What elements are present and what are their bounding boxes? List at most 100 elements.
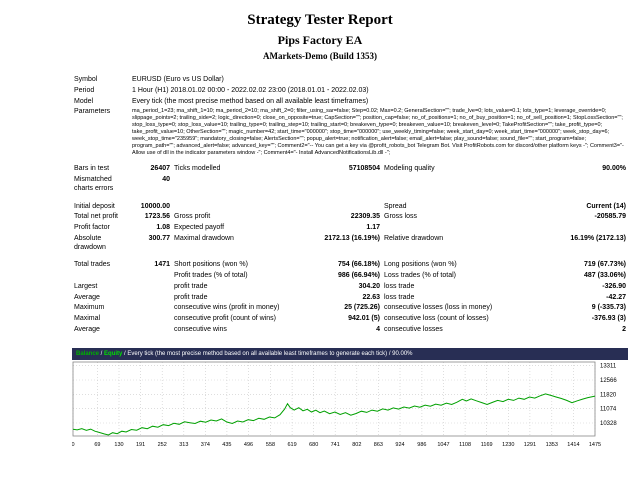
maximal-consecutive-loss-value: -376.93 (3) — [591, 315, 627, 323]
model-label: Model — [74, 97, 94, 105]
legend-description: / Every tick (the most precise method ba… — [122, 350, 413, 357]
mismatched-errors-value: 40 — [162, 176, 170, 184]
report-cell — [382, 223, 542, 234]
average-loss-trade-label: loss trade — [384, 293, 415, 301]
expected-payoff-value: 1.17 — [366, 224, 380, 232]
report-table: Symbol EURUSD (Euro vs US Dollar) Period 1 … — [72, 75, 628, 336]
largest-loss-trade-label: loss trade — [384, 282, 415, 290]
x-axis-label: 1230 — [502, 442, 514, 448]
profit-factor-label: Profit factor — [74, 224, 110, 232]
x-axis-label: 1414 — [567, 442, 579, 448]
report-cell — [322, 202, 382, 213]
relative-drawdown-label: Relative drawdown — [384, 234, 444, 242]
expected-payoff-label: Expected payoff — [174, 224, 225, 232]
report-cell — [172, 202, 322, 213]
profit-trades-label: Profit trades (% of total) — [174, 272, 248, 280]
report-cell — [72, 271, 130, 282]
maximal-label: Maximal — [74, 315, 101, 323]
maximal-drawdown-value: 2172.13 (16.19%) — [324, 234, 380, 242]
legend-separator: / — [99, 350, 105, 357]
largest-profit-trade-label: profit trade — [174, 282, 208, 290]
loss-trades-label: Loss trades (% of total) — [384, 272, 456, 280]
y-axis-label: 12566 — [600, 378, 617, 384]
report-row: Period 1 Hour (H1) 2018.01.02 00:00 - 202… — [72, 86, 628, 97]
short-positions-value: 754 (66.18%) — [337, 261, 380, 269]
maximal-drawdown-label: Maximal drawdown — [174, 234, 234, 242]
x-axis-label: 191 — [136, 442, 145, 448]
profit-factor-value: 1.08 — [156, 224, 170, 232]
maximum-label: Maximum — [74, 304, 105, 312]
modeling-quality-value: 90.00% — [602, 165, 627, 173]
report-header: Strategy Tester Report Pips Factory EA A… — [0, 0, 640, 61]
strategy-tester-report: Strategy Tester Report Pips Factory EA A… — [0, 0, 640, 452]
legend-balance: Balance — [76, 350, 100, 357]
x-axis-label: 0 — [72, 442, 75, 448]
largest-profit-trade-value: 304.20 — [358, 282, 380, 290]
report-row: Profit factor 1.08 Expected payoff 1.17 — [72, 223, 628, 234]
chart-legend: Balance / Equity / Every tick (the most … — [72, 347, 628, 360]
plot-frame — [72, 361, 596, 437]
relative-drawdown-value: 16.19% (2172.13) — [570, 234, 627, 242]
x-axis-label: 1353 — [546, 442, 558, 448]
balance-line — [72, 393, 596, 436]
total-net-profit-label: Total net profit — [74, 213, 118, 221]
x-axis-label: 1047 — [437, 442, 449, 448]
report-row: Total trades 1471 Short positions (won %) 7… — [72, 260, 628, 271]
max-consecutive-wins-label: consecutive wins (profit in money) — [174, 304, 280, 312]
model-value: Every tick (the most precise method base… — [132, 97, 369, 105]
x-axis-label: 496 — [244, 442, 253, 448]
avg-consecutive-wins-value: 4 — [376, 325, 380, 333]
average-profit-trade-value: 22.63 — [362, 293, 380, 301]
report-cell — [130, 282, 172, 293]
report-cell — [130, 303, 172, 314]
ticks-modelled-value: 57108504 — [348, 165, 380, 173]
x-axis-label: 1291 — [524, 442, 536, 448]
report-cell — [130, 314, 172, 325]
avg-consecutive-losses-label: consecutive losses — [384, 325, 443, 333]
largest-loss-trade-value: -326.90 — [602, 282, 627, 290]
maximal-consecutive-loss-label: consecutive loss (count of losses) — [384, 315, 489, 323]
short-positions-label: Short positions (won %) — [174, 261, 248, 269]
profit-trades-value: 986 (66.94%) — [337, 272, 380, 280]
modeling-quality-label: Modeling quality — [384, 165, 435, 173]
average-label: Average — [74, 293, 100, 301]
report-cell — [130, 325, 172, 336]
balance-chart: Balance / Equity / Every tick (the most … — [72, 347, 628, 452]
x-axis-label: 619 — [288, 442, 297, 448]
avg-consecutive-wins-label: consecutive wins — [174, 325, 227, 333]
period-value: 1 Hour (H1) 2018.01.02 00:00 - 2022.02.0… — [132, 86, 369, 94]
max-consecutive-losses-value: 9 (-335.73) — [591, 304, 627, 312]
report-cell — [130, 293, 172, 304]
ea-name: Pips Factory EA — [277, 33, 363, 47]
ticks-modelled-label: Ticks modelled — [174, 165, 221, 173]
gross-profit-value: 22309.35 — [350, 213, 380, 221]
parameters-label: Parameters — [74, 108, 111, 116]
absolute-drawdown-label: Absolute drawdown — [74, 234, 106, 251]
x-axis-label: 924 — [395, 442, 404, 448]
gross-profit-label: Gross profit — [174, 213, 211, 221]
server-build: AMarkets-Demo (Build 1353) — [263, 51, 377, 61]
total-net-profit-value: 1723.56 — [144, 213, 170, 221]
report-row: Parameters ma_period_1=23; ma_shift_1=10;… — [72, 107, 628, 157]
x-axis-label: 741 — [331, 442, 340, 448]
average-profit-trade-label: profit trade — [174, 293, 208, 301]
y-axis-label: 11820 — [600, 392, 617, 398]
legend-equity: Equity — [104, 350, 123, 357]
x-axis-label: 802 — [352, 442, 361, 448]
x-axis-label: 863 — [374, 442, 383, 448]
absolute-drawdown-value: 300.77 — [148, 234, 170, 242]
spread-label: Spread — [384, 202, 407, 210]
x-axis-label: 558 — [266, 442, 275, 448]
x-axis-label: 313 — [179, 442, 188, 448]
x-axis-label: 680 — [309, 442, 318, 448]
report-row: Total net profit 1723.56 Gross profit 22309… — [72, 212, 628, 223]
balance-chart-svg: 10328 11074 11820 12566 13311 0 69 130 191 252 313… — [72, 359, 628, 452]
report-row: Mismatched charts errors 40 — [72, 175, 628, 195]
initial-deposit-label: Initial deposit — [74, 202, 115, 210]
report-row: Maximal consecutive profit (count of wins… — [72, 314, 628, 325]
max-consecutive-losses-label: consecutive losses (loss in money) — [384, 304, 493, 312]
report-row: Average consecutive wins 4 consecutive loss… — [72, 325, 628, 336]
largest-label: Largest — [74, 282, 98, 290]
symbol-value: EURUSD (Euro vs US Dollar) — [132, 76, 224, 83]
x-axis-label: 374 — [201, 442, 210, 448]
